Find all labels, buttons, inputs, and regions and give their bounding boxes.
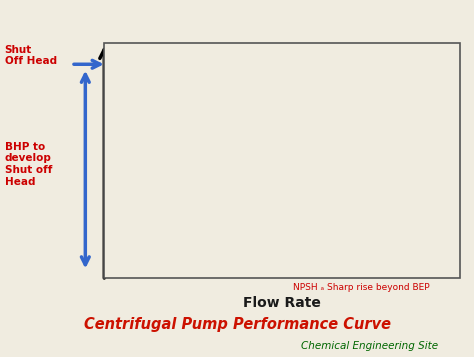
Text: Flow Rate: Flow Rate	[243, 296, 321, 311]
Text: NPSHr Vs Flow: NPSHr Vs Flow	[228, 212, 310, 222]
Text: Power Vs Flow: Power Vs Flow	[282, 127, 362, 137]
Text: BHP to
develop
Shut off
Head: BHP to develop Shut off Head	[5, 142, 52, 187]
Text: Efficiency Vs Flow: Efficiency Vs Flow	[193, 157, 292, 167]
Text: NPSH ₐ Sharp rise beyond BEP: NPSH ₐ Sharp rise beyond BEP	[293, 283, 429, 292]
Text: BEP: BEP	[286, 101, 313, 114]
Text: Chemical Engineering Site: Chemical Engineering Site	[301, 341, 438, 351]
Text: Shut
Off Head: Shut Off Head	[5, 45, 57, 66]
Text: Centrifugal Pump Performance Curve: Centrifugal Pump Performance Curve	[83, 317, 391, 332]
Text: Head Vs Flow: Head Vs Flow	[263, 75, 358, 88]
